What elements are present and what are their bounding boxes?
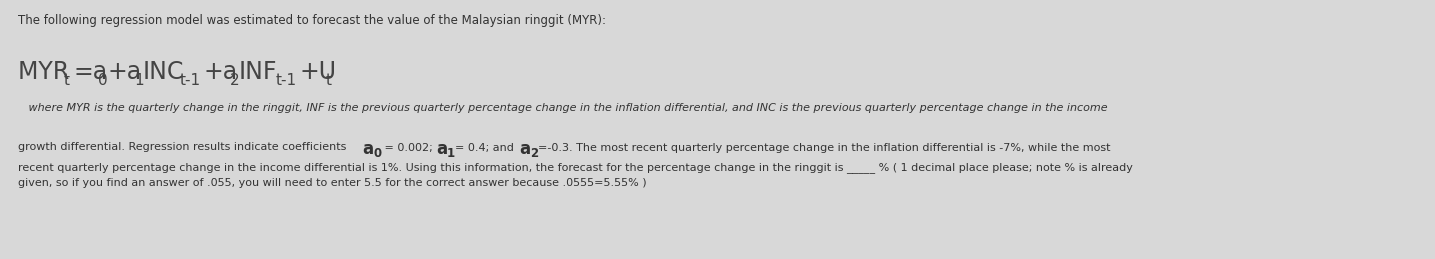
Text: 2: 2: [530, 147, 538, 160]
Text: The following regression model was estimated to forecast the value of the Malays: The following regression model was estim…: [19, 14, 606, 27]
Text: t-1: t-1: [276, 73, 297, 88]
Text: recent quarterly percentage change in the income differential is 1%. Using this : recent quarterly percentage change in th…: [19, 162, 1132, 173]
Text: =a: =a: [73, 60, 108, 84]
Text: given, so if you find an answer of .055, you will need to enter 5.5 for the corr: given, so if you find an answer of .055,…: [19, 178, 647, 188]
Text: INF: INF: [240, 60, 277, 84]
Text: MYR: MYR: [19, 60, 76, 84]
Text: a: a: [436, 140, 448, 158]
Text: a: a: [519, 140, 530, 158]
Text: =-0.3. The most recent quarterly percentage change in the inflation differential: =-0.3. The most recent quarterly percent…: [538, 143, 1111, 153]
Text: a: a: [362, 140, 373, 158]
Text: 1: 1: [446, 147, 455, 160]
Text: INC: INC: [144, 60, 184, 84]
Text: = 0.4; and: = 0.4; and: [455, 143, 514, 153]
Text: 1: 1: [133, 73, 144, 88]
Text: 2: 2: [230, 73, 240, 88]
Text: +a: +a: [108, 60, 141, 84]
Text: +U: +U: [298, 60, 336, 84]
Text: growth differential. Regression results indicate coefficients: growth differential. Regression results …: [19, 142, 346, 152]
Text: +a: +a: [202, 60, 237, 84]
Text: 0: 0: [98, 73, 108, 88]
Text: = 0.002;: = 0.002;: [382, 143, 433, 153]
Text: 0: 0: [373, 147, 382, 160]
Text: t: t: [65, 73, 70, 88]
Text: where MYR is the quarterly change in the ringgit, INF is the previous quarterly : where MYR is the quarterly change in the…: [19, 103, 1108, 113]
Text: t: t: [326, 73, 331, 88]
Text: t-1: t-1: [179, 73, 201, 88]
